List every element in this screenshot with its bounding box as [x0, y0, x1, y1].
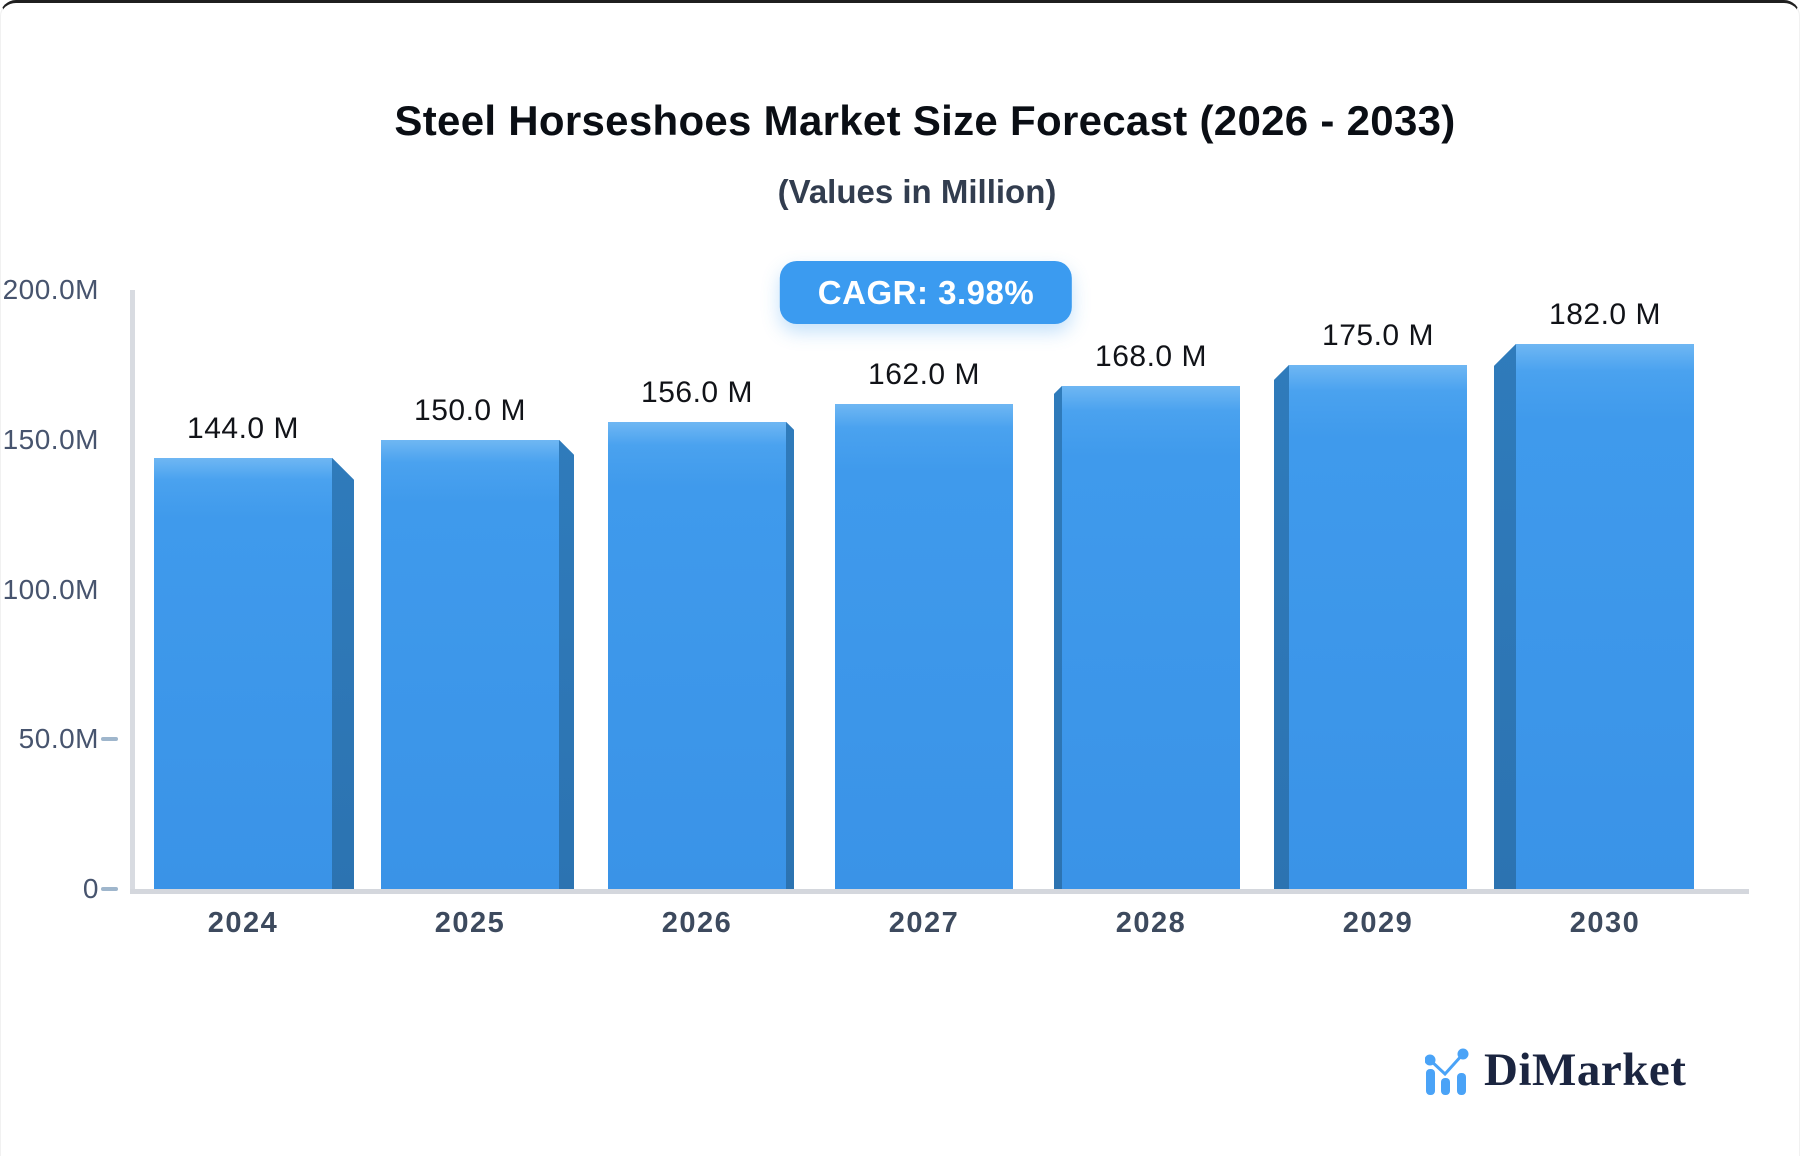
y-axis-tick-label: 100.0M: [2, 573, 99, 605]
x-axis-label-2029: 2029: [1342, 907, 1414, 939]
cagr-badge: CAGR: 3.98%: [779, 261, 1073, 324]
x-axis-label-2028: 2028: [1115, 907, 1187, 939]
bar-2024[interactable]: [154, 457, 332, 889]
page-title: Steel Horseshoes Market Size Forecast (2…: [394, 97, 1456, 144]
y-axis-tick-mark: [101, 737, 118, 742]
y-axis-line: [130, 290, 135, 894]
x-axis-line: [130, 889, 1749, 894]
x-axis-label-2030: 2030: [1569, 907, 1641, 939]
brand-name: DiMarket: [1484, 1044, 1687, 1096]
y-axis-tick-label: 50.0M: [18, 723, 99, 755]
y-axis-tick-mark: [101, 887, 118, 891]
bar-2029[interactable]: [1289, 364, 1467, 889]
bar-chart-plot: 0 50.0M 100.0M 150.0M 200.0M 144.0 M 2024 150.0…: [1, 3, 1799, 1156]
bar-value-label: 175.0 M: [1322, 318, 1434, 352]
bar-value-label: 168.0 M: [1095, 339, 1207, 373]
y-axis-tick-label: 0: [82, 873, 99, 904]
bar-2028[interactable]: [1062, 385, 1240, 889]
bar-side-panel: [559, 439, 574, 889]
bar-side-panel: [1274, 364, 1289, 889]
bar-value-label: 150.0 M: [414, 393, 526, 427]
bar-side-panel: [786, 421, 794, 889]
bar-value-label: 144.0 M: [187, 411, 299, 445]
bar-2030[interactable]: [1516, 343, 1694, 889]
bar-value-label: 156.0 M: [641, 375, 753, 409]
y-axis-tick-label: 150.0M: [2, 423, 99, 455]
bar-side-panel: [1054, 385, 1062, 889]
page-subtitle: (Values in Million): [777, 173, 1057, 210]
bar-value-label: 182.0 M: [1549, 297, 1661, 331]
bar-value-label: 162.0 M: [868, 357, 980, 391]
brand-watermark: DiMarket: [1424, 1043, 1687, 1097]
x-axis-label-2026: 2026: [661, 907, 733, 939]
bar-side-panel: [332, 457, 354, 889]
x-axis-label-2025: 2025: [434, 907, 506, 939]
bar-2026[interactable]: [608, 421, 786, 889]
bar-side-panel: [1494, 343, 1516, 889]
bar-2027[interactable]: [835, 403, 1013, 889]
bar-2025[interactable]: [381, 439, 559, 889]
y-axis-tick-label: 200.0M: [2, 274, 99, 305]
x-axis-label-2027: 2027: [888, 907, 960, 939]
x-axis-label-2024: 2024: [207, 907, 279, 939]
bar-chart-logo-icon: [1424, 1045, 1471, 1095]
